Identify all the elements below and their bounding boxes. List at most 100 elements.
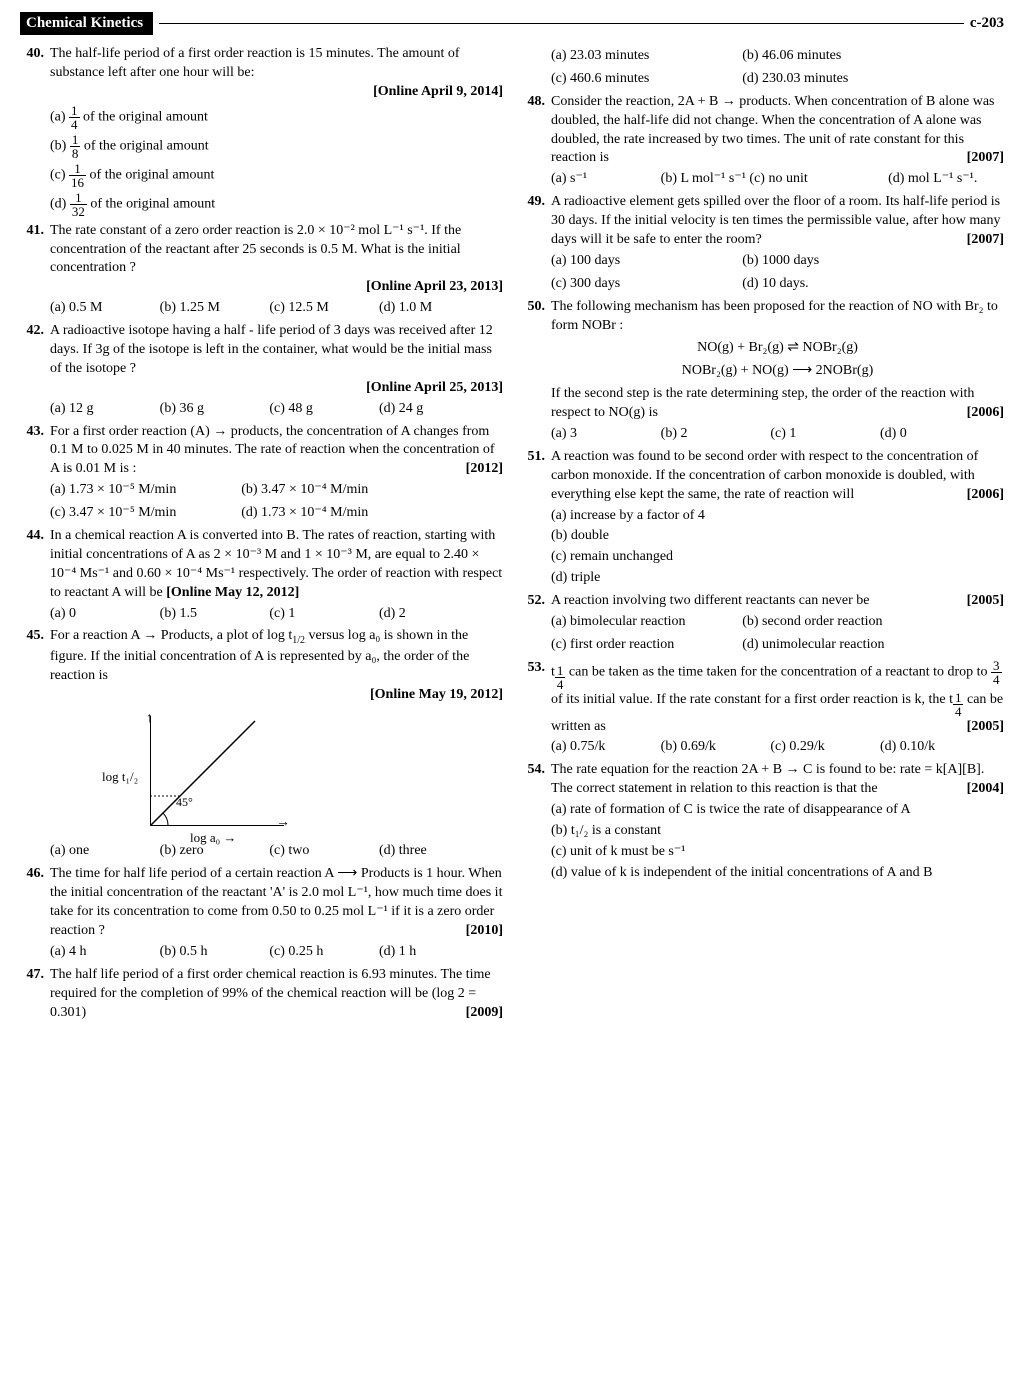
qnum: 51.: [521, 448, 551, 588]
opt-d: (d) 1.73 × 10⁻⁴ M/min: [241, 504, 422, 523]
qbody: A reaction was found to be second order …: [551, 448, 1004, 588]
opt-d: (d) mol L⁻¹ s⁻¹.: [888, 170, 988, 189]
source-inline: [Online May 12, 2012]: [163, 585, 300, 600]
qtext: For a first order reaction (A) → product…: [50, 424, 495, 477]
source: [Online May 19, 2012]: [50, 686, 503, 705]
qbody: t14 can be taken as the time taken for t…: [551, 659, 1004, 758]
opt-b: (b) 1.25 M: [160, 299, 260, 318]
qnum: 49.: [521, 193, 551, 293]
opt-b: (b) 0.69/k: [661, 738, 761, 757]
qbody: The time for half life period of a certa…: [50, 865, 503, 961]
qbody: A radioactive element gets spilled over …: [551, 193, 1004, 293]
opt-a: (a) 23.03 minutes: [551, 47, 732, 66]
page-header: Chemical Kinetics c-203: [20, 12, 1004, 35]
opt-b: (b) 0.5 h: [160, 943, 260, 962]
source: [Online April 25, 2013]: [50, 379, 503, 398]
opt-c: (c) 12.5 M: [269, 299, 369, 318]
opt-a: (a) 1.73 × 10⁻⁵ M/min: [50, 481, 231, 500]
qtext-a: For a reaction A → Products, a plot of l…: [50, 628, 292, 643]
opt-bc: (b) L mol⁻¹ s⁻¹ (c) no unit: [661, 170, 878, 189]
qnum: 53.: [521, 659, 551, 758]
opt-b: (b) 3.47 × 10⁻⁴ M/min: [241, 481, 422, 500]
qnum: 52.: [521, 592, 551, 655]
qt-c: of its initial value. If the rate consta…: [551, 692, 949, 707]
question-48: 48. Consider the reaction, 2A + B → prod…: [521, 93, 1004, 189]
year: [2006]: [967, 486, 1004, 505]
qtext: The half-life period of a first order re…: [50, 46, 460, 80]
opt-c: (c) 0.29/k: [770, 738, 870, 757]
year: [2010]: [466, 922, 503, 941]
qnum: 45.: [20, 627, 50, 861]
source: [Online April 9, 2014]: [50, 83, 503, 102]
equation-2: NOBr₂(g) + NO(g) ⟶ 2NOBr(g): [551, 362, 1004, 381]
question-47-opts: (a) 23.03 minutes (b) 46.06 minutes (c) …: [521, 45, 1004, 89]
qbody: Consider the reaction, 2A + B → products…: [551, 93, 1004, 189]
qt-b: can be taken as the time taken for the c…: [565, 665, 991, 680]
question-41: 41. The rate constant of a zero order re…: [20, 222, 503, 318]
opt-a: (a) 14 of the original amount: [50, 104, 503, 131]
angle-label: 45°: [176, 794, 193, 810]
opt-c: (c) two: [269, 842, 369, 861]
qnum: 46.: [20, 865, 50, 961]
year: [2004]: [967, 780, 1004, 799]
content-columns: 40. The half-life period of a first orde…: [20, 45, 1004, 1026]
opt-d: (d) triple: [551, 569, 1004, 588]
opt-d: (d) value of k is independent of the ini…: [551, 864, 1004, 883]
question-46: 46. The time for half life period of a c…: [20, 865, 503, 961]
opt-c: (c) 0.25 h: [269, 943, 369, 962]
year: [2007]: [967, 231, 1004, 250]
qbody: The half-life period of a first order re…: [50, 45, 503, 218]
year: [2005]: [967, 592, 1004, 611]
question-49: 49. A radioactive element gets spilled o…: [521, 193, 1004, 293]
qnum: 43.: [20, 423, 50, 523]
plot-line: [150, 716, 270, 826]
chapter-title: Chemical Kinetics: [20, 12, 153, 35]
opt-c: (c) 1: [770, 425, 870, 444]
question-43: 43. For a first order reaction (A) → pro…: [20, 423, 503, 523]
opt-c: (c) remain unchanged: [551, 548, 1004, 567]
opt-a: (a) 12 g: [50, 400, 150, 419]
qnum: [521, 45, 551, 89]
qtext: A radioactive element gets spilled over …: [551, 194, 1000, 247]
question-47: 47. The half life period of a first orde…: [20, 966, 503, 1023]
header-rule: [159, 23, 964, 24]
opt-c: (c) 116 of the original amount: [50, 162, 503, 189]
opt-a: (a) one: [50, 842, 150, 861]
left-column: 40. The half-life period of a first orde…: [20, 45, 503, 1026]
opt-c: (c) 48 g: [269, 400, 369, 419]
opt-b: (b) double: [551, 527, 1004, 546]
opt-b: (b) 1.5: [160, 605, 260, 624]
question-44: 44. In a chemical reaction A is converte…: [20, 527, 503, 623]
page-code: c-203: [970, 15, 1004, 32]
qbody: For a first order reaction (A) → product…: [50, 423, 503, 523]
opt-d: (d) three: [379, 842, 479, 861]
qtext: Consider the reaction, 2A + B → products…: [551, 94, 994, 166]
question-42: 42. A radioactive isotope having a half …: [20, 322, 503, 418]
qtext: The rate equation for the reaction 2A + …: [551, 762, 984, 796]
qnum: 42.: [20, 322, 50, 418]
qtext: A reaction was found to be second order …: [551, 449, 978, 502]
opt-d: (d) 2: [379, 605, 479, 624]
qnum: 54.: [521, 761, 551, 882]
opt-b: (b) t₁/₂ is a constant: [551, 822, 1004, 841]
opt-b: (b) second order reaction: [742, 613, 923, 632]
question-51: 51. A reaction was found to be second or…: [521, 448, 1004, 588]
qbody: For a reaction A → Products, a plot of l…: [50, 627, 503, 861]
qbody: The following mechanism has been propose…: [551, 298, 1004, 444]
opt-d: (d) 230.03 minutes: [742, 70, 923, 89]
opt-a: (a) bimolecular reaction: [551, 613, 732, 632]
question-54: 54. The rate equation for the reaction 2…: [521, 761, 1004, 882]
opt-c: (c) first order reaction: [551, 636, 732, 655]
y-label: log t₁/₂: [102, 768, 138, 786]
opt-d: (d) 0.10/k: [880, 738, 980, 757]
qtext: The half life period of a first order ch…: [50, 967, 491, 1020]
opt-a: (a) 3: [551, 425, 651, 444]
equation-1: NO(g) + Br₂(g) ⇌ NOBr₂(g): [551, 339, 1004, 358]
qbody: The rate equation for the reaction 2A + …: [551, 761, 1004, 882]
qnum: 40.: [20, 45, 50, 218]
arrow-right-icon: →: [276, 814, 290, 833]
opt-b: (b) 36 g: [160, 400, 260, 419]
question-52: 52. A reaction involving two different r…: [521, 592, 1004, 655]
opt-a: (a) 100 days: [551, 252, 732, 271]
year: [2005]: [967, 718, 1004, 737]
